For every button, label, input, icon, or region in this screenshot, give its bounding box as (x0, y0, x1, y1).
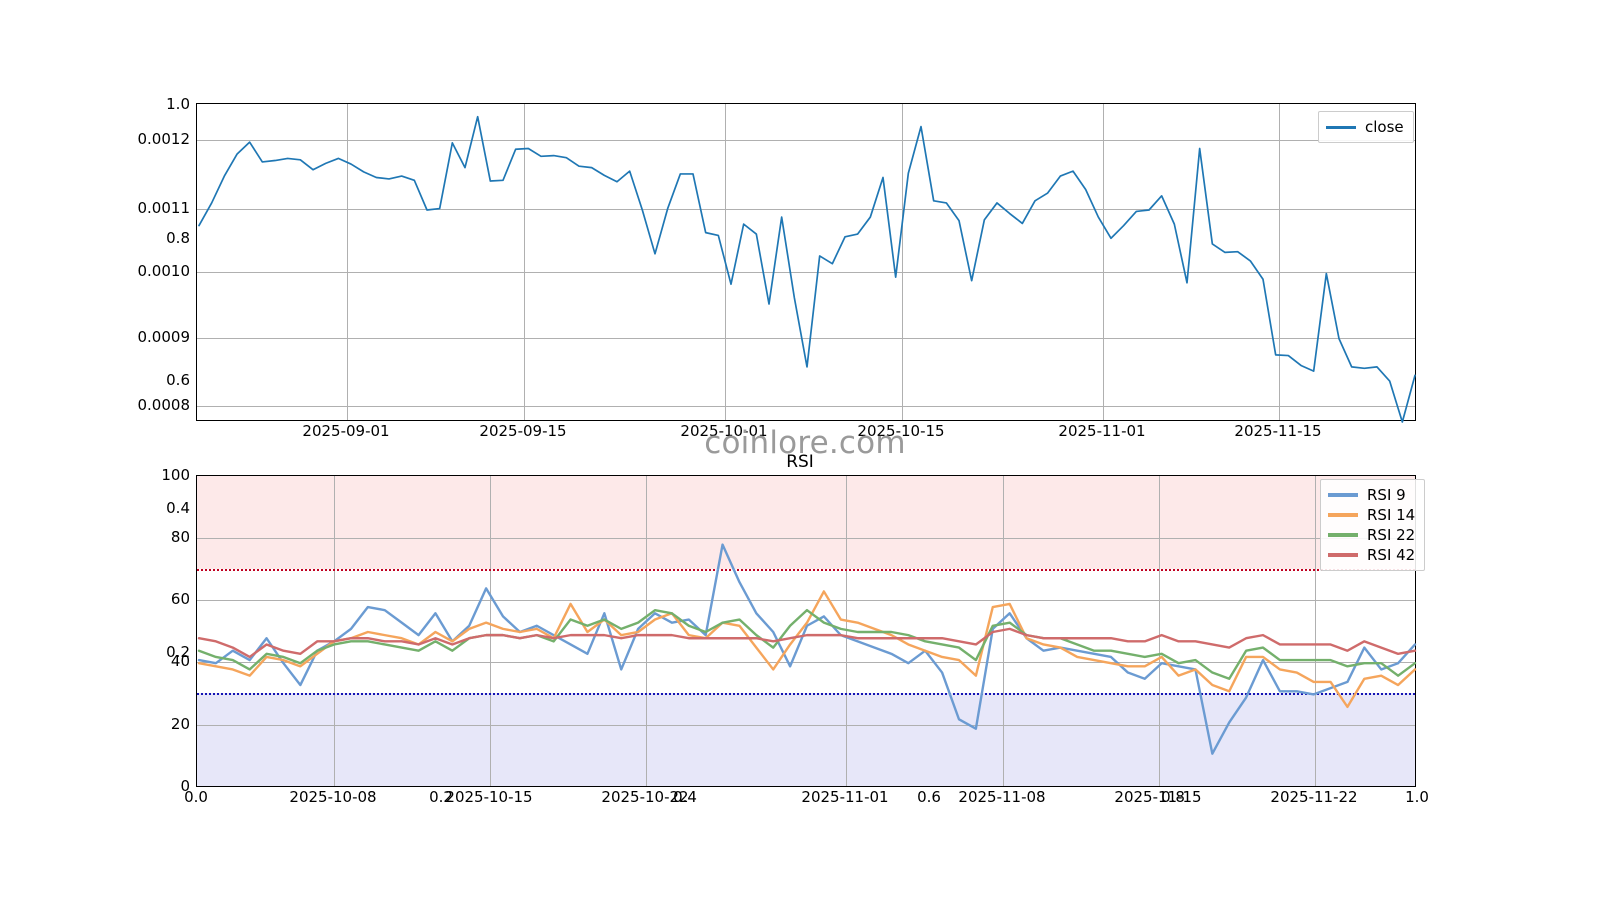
legend-swatch-close (1326, 125, 1356, 129)
rsi-ytick: 60 (170, 590, 190, 608)
legend-swatch-rsi14 (1328, 513, 1358, 517)
gridline-vertical (1103, 104, 1104, 420)
price-xtick: 2025-09-15 (479, 422, 567, 440)
gridline-vertical (490, 476, 491, 786)
legend-item-close: close (1326, 117, 1404, 137)
rsi-xtick-overlay: 0.4 (673, 788, 697, 806)
rsi-overlay-ytick: 0.4 (166, 499, 190, 517)
price-ytick: 0.0012 (137, 130, 191, 148)
series-rsi-22 (197, 608, 1417, 681)
gridline-horizontal (197, 209, 1415, 210)
rsi-xtick-overlay: 0.6 (917, 788, 941, 806)
gridline-vertical (902, 104, 903, 420)
price-overlay-ytick: 0.6 (166, 371, 190, 389)
price-chart-panel (196, 103, 1416, 423)
rsi-xtick-date: 2025-11-08 (958, 788, 1046, 806)
price-overlay-ytick: 0.8 (166, 229, 190, 247)
rsi-xtick-overlay: 1.0 (1405, 788, 1429, 806)
legend-swatch-rsi9 (1328, 493, 1358, 497)
gridline-horizontal (197, 600, 1415, 601)
series-rsi-14 (197, 590, 1417, 709)
gridline-vertical (347, 104, 348, 420)
price-xtick: 2025-09-01 (302, 422, 390, 440)
price-overlay-ytick: 1.0 (166, 95, 190, 113)
gridline-horizontal (197, 662, 1415, 663)
overbought-threshold-line (197, 569, 1415, 571)
rsi-overlay-ytick: 0.2 (166, 643, 190, 661)
series-rsi-42 (197, 627, 1417, 659)
legend-label-rsi14: RSI 14 (1367, 506, 1416, 524)
rsi-xtick-overlay: 0.2 (429, 788, 453, 806)
gridline-horizontal (197, 725, 1415, 726)
legend-item-rsi14: RSI 14 (1328, 505, 1415, 525)
rsi-chart-panel (196, 475, 1417, 787)
rsi-legend: RSI 9 RSI 14 RSI 22 RSI 42 (1320, 479, 1426, 571)
gridline-vertical (524, 104, 525, 420)
legend-label-close: close (1365, 118, 1404, 136)
gridline-horizontal (197, 272, 1415, 273)
legend-item-rsi42: RSI 42 (1328, 545, 1415, 565)
gridline-vertical (1159, 476, 1160, 786)
rsi-ytick: 100 (161, 466, 190, 484)
rsi-ytick: 20 (170, 715, 190, 733)
price-xtick: 2025-11-15 (1234, 422, 1322, 440)
rsi-panel-title: RSI (786, 452, 814, 472)
gridline-vertical (1279, 104, 1280, 420)
legend-swatch-rsi22 (1328, 533, 1358, 537)
oversold-band (197, 693, 1415, 786)
overbought-band (197, 476, 1415, 569)
price-legend: close (1318, 111, 1414, 143)
gridline-vertical (1315, 476, 1316, 786)
legend-label-rsi22: RSI 22 (1367, 526, 1416, 544)
price-xtick: 2025-10-15 (857, 422, 945, 440)
price-ytick: 0.0010 (137, 262, 191, 280)
rsi-ytick: 40 (170, 652, 190, 670)
rsi-xtick-date: 2025-10-15 (445, 788, 533, 806)
rsi-xtick-date: 2025-11-01 (801, 788, 889, 806)
series-rsi-9 (197, 543, 1417, 755)
price-ytick: 0.0008 (137, 396, 191, 414)
gridline-horizontal (197, 406, 1415, 407)
price-xtick: 2025-10-01 (680, 422, 768, 440)
rsi-series-lines (197, 543, 1417, 755)
legend-swatch-rsi42 (1328, 553, 1358, 557)
rsi-xtick-overlay: 0.0 (184, 788, 208, 806)
legend-item-rsi22: RSI 22 (1328, 525, 1415, 545)
legend-item-rsi9: RSI 9 (1328, 485, 1415, 505)
legend-label-rsi9: RSI 9 (1367, 486, 1406, 504)
price-xtick: 2025-11-01 (1058, 422, 1146, 440)
close-price-line (198, 115, 1416, 423)
price-ytick: 0.0009 (137, 328, 191, 346)
gridline-vertical (646, 476, 647, 786)
rsi-xtick-date: 2025-10-08 (289, 788, 377, 806)
rsi-xtick-date: 2025-11-22 (1270, 788, 1358, 806)
rsi-ytick: 0 (180, 777, 190, 795)
gridline-horizontal (197, 538, 1415, 539)
price-ytick: 0.0011 (137, 199, 191, 217)
series-close (198, 115, 1416, 423)
rsi-xtick-date: 2025-10-22 (601, 788, 689, 806)
gridline-vertical (334, 476, 335, 786)
rsi-xtick-overlay: 0.8 (1161, 788, 1185, 806)
oversold-threshold-line (197, 693, 1415, 695)
gridline-horizontal (197, 338, 1415, 339)
rsi-xtick-date: 2025-11-15 (1114, 788, 1202, 806)
legend-label-rsi42: RSI 42 (1367, 546, 1416, 564)
gridline-horizontal (197, 140, 1415, 141)
rsi-ytick: 80 (170, 528, 190, 546)
